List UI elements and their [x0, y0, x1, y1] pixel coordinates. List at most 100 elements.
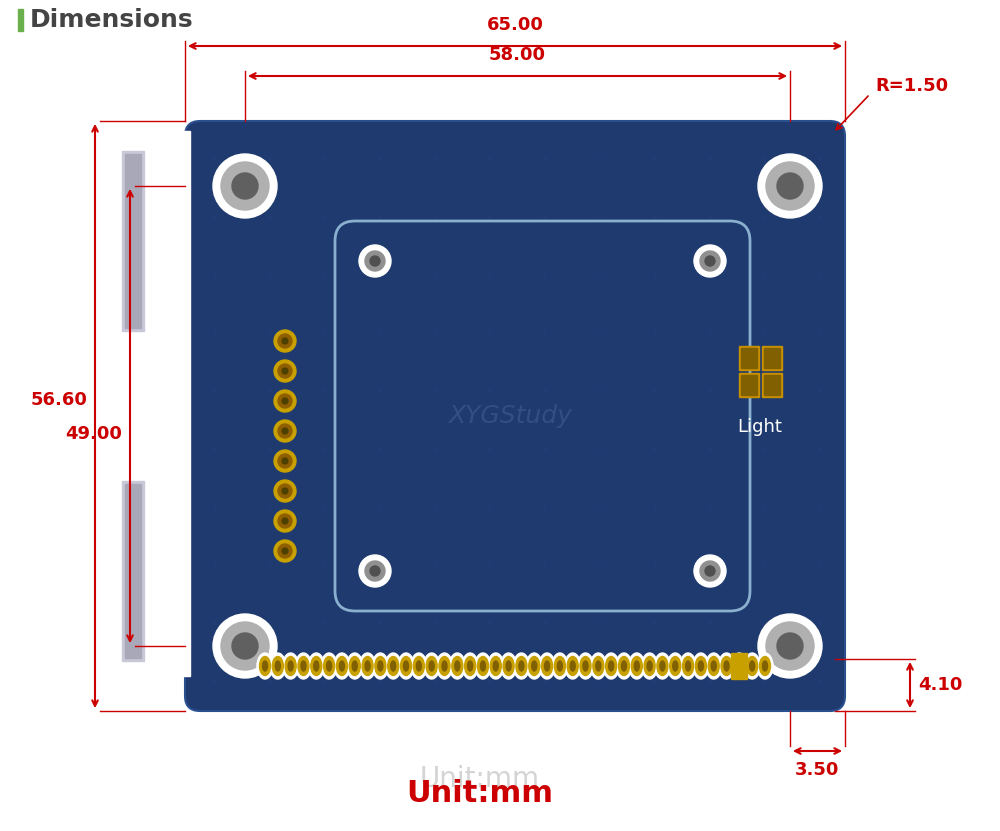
Text: 58.00: 58.00: [489, 46, 546, 64]
Ellipse shape: [721, 656, 732, 676]
Bar: [738, 346, 759, 370]
Text: Dimensions: Dimensions: [30, 8, 194, 32]
Ellipse shape: [631, 656, 642, 676]
Bar: [764, 375, 780, 395]
Bar: [740, 375, 757, 395]
Ellipse shape: [391, 661, 396, 671]
Circle shape: [599, 622, 601, 624]
Ellipse shape: [737, 661, 742, 671]
Ellipse shape: [416, 661, 421, 671]
Circle shape: [489, 273, 491, 276]
Bar: [124, 154, 140, 328]
Circle shape: [544, 448, 546, 450]
Circle shape: [434, 158, 436, 160]
Ellipse shape: [606, 656, 617, 676]
Circle shape: [214, 390, 216, 392]
Circle shape: [214, 563, 216, 566]
Circle shape: [359, 245, 391, 277]
Circle shape: [269, 273, 271, 276]
Circle shape: [282, 338, 288, 344]
Ellipse shape: [570, 661, 575, 671]
Ellipse shape: [618, 656, 629, 676]
Ellipse shape: [260, 656, 270, 676]
Ellipse shape: [634, 661, 639, 671]
Ellipse shape: [298, 656, 309, 676]
Ellipse shape: [513, 653, 529, 679]
Ellipse shape: [349, 656, 360, 676]
Circle shape: [777, 633, 803, 659]
Circle shape: [434, 563, 436, 566]
Circle shape: [274, 450, 296, 472]
Circle shape: [324, 216, 326, 219]
Ellipse shape: [506, 661, 511, 671]
Text: 4.10: 4.10: [918, 676, 962, 694]
Circle shape: [766, 162, 814, 210]
Ellipse shape: [565, 653, 581, 679]
Circle shape: [324, 332, 326, 334]
Circle shape: [269, 506, 271, 509]
Circle shape: [379, 273, 381, 276]
Circle shape: [764, 332, 766, 334]
Circle shape: [489, 506, 491, 509]
Circle shape: [278, 364, 292, 378]
Circle shape: [434, 332, 436, 334]
Ellipse shape: [552, 653, 568, 679]
Circle shape: [269, 448, 271, 450]
Circle shape: [819, 158, 821, 160]
Ellipse shape: [347, 653, 363, 679]
Circle shape: [214, 158, 216, 160]
Ellipse shape: [519, 661, 524, 671]
Ellipse shape: [719, 653, 735, 679]
Circle shape: [278, 334, 292, 348]
Ellipse shape: [449, 653, 465, 679]
Circle shape: [274, 480, 296, 502]
Ellipse shape: [257, 653, 273, 679]
Ellipse shape: [314, 661, 319, 671]
Circle shape: [379, 622, 381, 624]
Circle shape: [489, 390, 491, 392]
Circle shape: [764, 273, 766, 276]
Circle shape: [599, 158, 601, 160]
Ellipse shape: [295, 653, 311, 679]
Circle shape: [599, 563, 601, 566]
Bar: [70, 131, 190, 676]
Circle shape: [282, 488, 288, 494]
Ellipse shape: [439, 656, 450, 676]
Circle shape: [599, 506, 601, 509]
Text: 65.00: 65.00: [487, 16, 543, 34]
Ellipse shape: [288, 661, 293, 671]
Bar: [764, 347, 780, 367]
Circle shape: [654, 622, 656, 624]
Circle shape: [709, 680, 711, 682]
Ellipse shape: [711, 661, 716, 671]
Circle shape: [324, 273, 326, 276]
Circle shape: [599, 680, 601, 682]
Ellipse shape: [477, 656, 488, 676]
Circle shape: [278, 544, 292, 558]
Ellipse shape: [327, 661, 332, 671]
Ellipse shape: [545, 661, 550, 671]
Circle shape: [274, 390, 296, 412]
Circle shape: [269, 216, 271, 219]
Ellipse shape: [388, 656, 399, 676]
Circle shape: [819, 680, 821, 682]
Circle shape: [214, 448, 216, 450]
Ellipse shape: [308, 653, 324, 679]
Circle shape: [274, 360, 296, 382]
Bar: [740, 347, 757, 367]
Circle shape: [819, 506, 821, 509]
Text: Light: Light: [738, 419, 782, 436]
Circle shape: [819, 448, 821, 450]
Ellipse shape: [262, 661, 268, 671]
Circle shape: [654, 216, 656, 219]
Ellipse shape: [529, 656, 540, 676]
Text: XYGStudy: XYGStudy: [448, 404, 572, 428]
Circle shape: [365, 561, 385, 581]
Ellipse shape: [334, 653, 350, 679]
Circle shape: [709, 158, 711, 160]
Circle shape: [709, 273, 711, 276]
Text: Unit:mm: Unit:mm: [420, 765, 540, 793]
Circle shape: [777, 173, 803, 199]
Ellipse shape: [362, 656, 373, 676]
Ellipse shape: [760, 656, 770, 676]
